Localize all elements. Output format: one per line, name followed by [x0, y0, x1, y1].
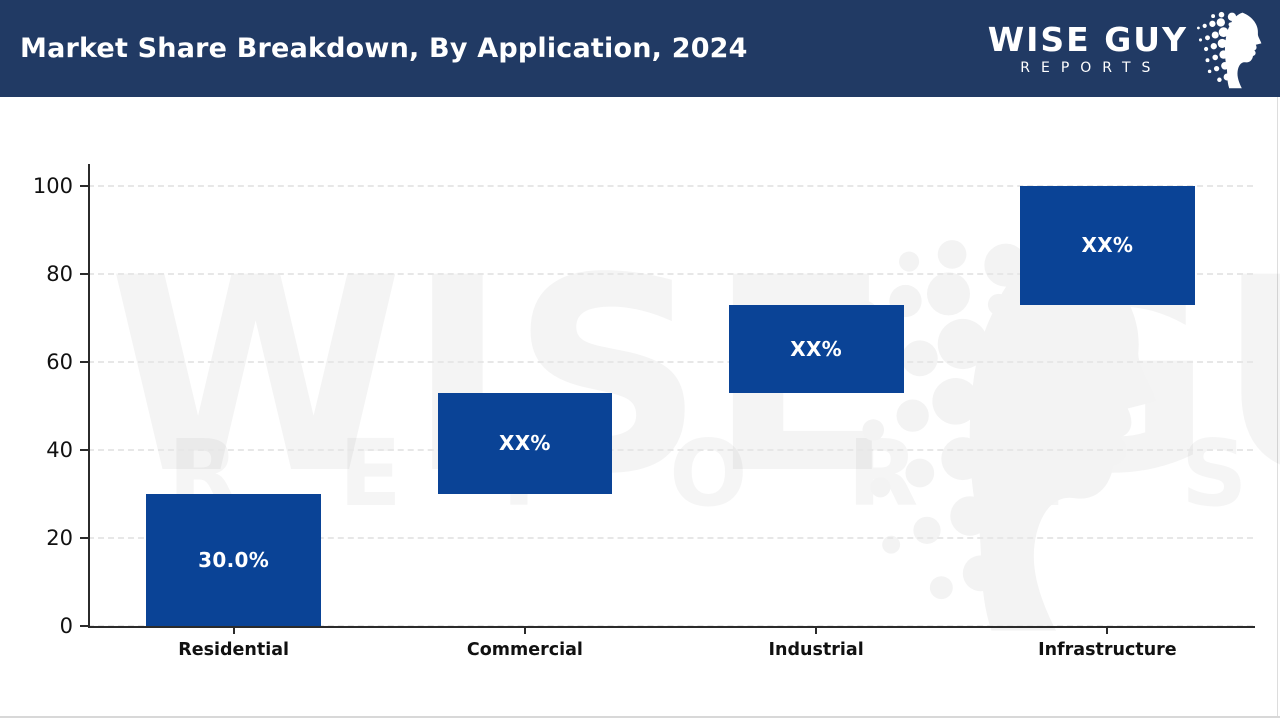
waterfall-chart: 0 20 40 60 80 100 30.0% Residential XX% Commercia… — [0, 97, 1280, 717]
x-tick-mark — [1106, 626, 1109, 634]
y-tick-label: 80 — [46, 262, 73, 286]
logo-wordmark: WISE GUY — [987, 19, 1188, 59]
x-category-label: Infrastructure — [1038, 640, 1177, 660]
x-category-label: Industrial — [768, 640, 864, 660]
y-tick-label: 20 — [46, 526, 73, 550]
logo-subtitle: REPORTS — [1020, 59, 1162, 76]
chart-bar: 30.0% — [146, 494, 321, 626]
chart-bar: XX% — [437, 392, 613, 494]
bottom-divider — [0, 716, 1280, 718]
y-tick-mark — [80, 449, 88, 451]
wise-guy-reports-logo: WISE GUY REPORTS — [988, 7, 1268, 91]
bar-value-label: XX% — [790, 336, 843, 361]
gridline — [88, 449, 1253, 451]
chart-bar: XX% — [1020, 186, 1195, 305]
chart-bar: XX% — [728, 304, 904, 393]
y-tick-mark — [80, 185, 88, 187]
gridline — [88, 537, 1253, 539]
x-category-label: Commercial — [466, 640, 583, 660]
x-tick-mark — [523, 626, 526, 634]
bar-value-label: XX% — [1081, 233, 1134, 258]
logo-text: WISE GUY REPORTS — [988, 23, 1188, 75]
y-tick-mark — [80, 537, 88, 539]
x-tick-mark — [232, 626, 235, 634]
page-title: Market Share Breakdown, By Application, … — [20, 33, 748, 64]
gridline — [88, 273, 1253, 275]
y-axis-line — [88, 164, 90, 626]
y-tick-label: 60 — [46, 350, 73, 374]
y-tick-label: 0 — [59, 614, 73, 638]
bar-value-label: XX% — [498, 431, 551, 456]
y-tick-label: 100 — [32, 174, 73, 198]
right-divider — [1277, 97, 1278, 716]
x-tick-mark — [815, 626, 818, 634]
y-tick-mark — [80, 625, 88, 627]
y-tick-mark — [80, 361, 88, 363]
y-tick-label: 40 — [46, 438, 73, 462]
header-bar: Market Share Breakdown, By Application, … — [0, 0, 1280, 97]
gridline — [88, 185, 1253, 187]
x-category-label: Residential — [178, 640, 290, 660]
x-axis-line — [88, 626, 1255, 628]
gridline — [88, 361, 1253, 363]
dotted-head-icon — [1182, 7, 1268, 91]
y-tick-mark — [80, 273, 88, 275]
bar-value-label: 30.0% — [198, 548, 270, 572]
